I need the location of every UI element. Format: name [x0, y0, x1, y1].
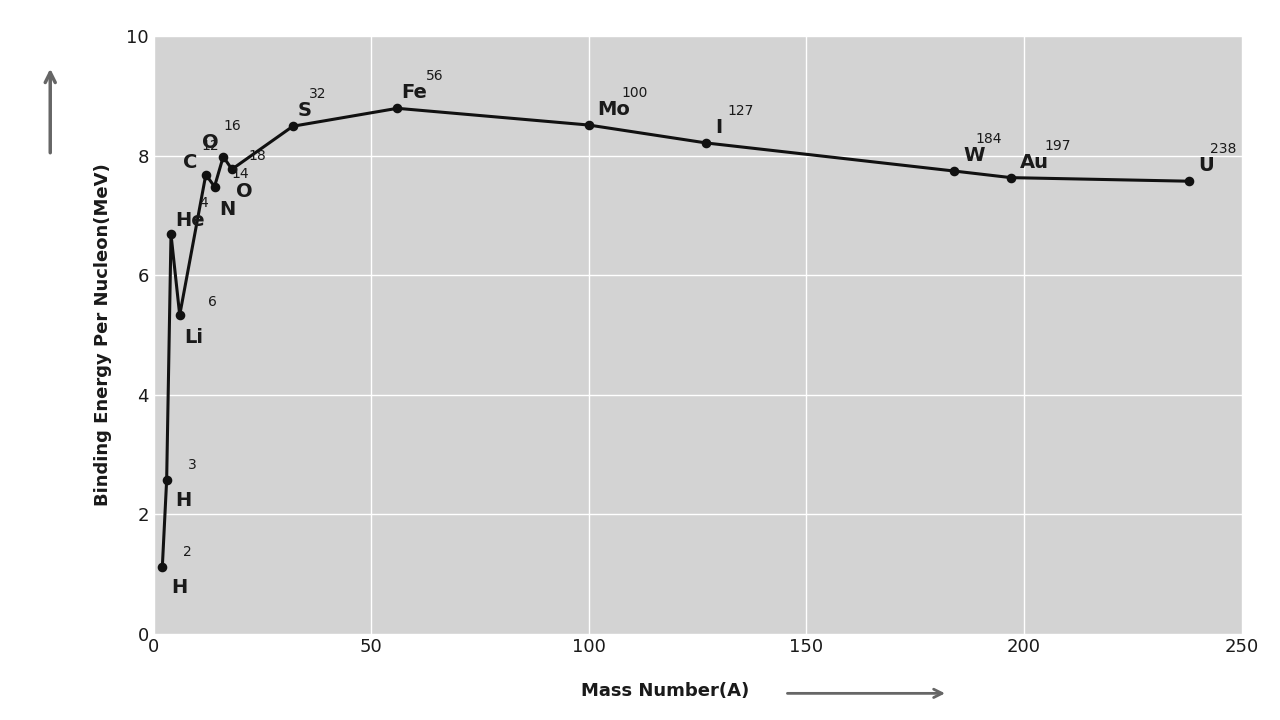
- Text: Li: Li: [184, 328, 204, 347]
- Point: [156, 474, 177, 486]
- Text: 32: 32: [310, 87, 326, 101]
- Text: 184: 184: [975, 132, 1002, 146]
- Text: He: He: [175, 211, 205, 230]
- Point: [387, 102, 407, 114]
- Point: [221, 163, 242, 175]
- Text: 197: 197: [1044, 138, 1070, 153]
- Text: O: O: [202, 133, 219, 152]
- Text: 3: 3: [188, 458, 196, 472]
- Text: 100: 100: [622, 86, 648, 100]
- Text: 127: 127: [727, 104, 754, 118]
- Text: S: S: [297, 102, 311, 120]
- Point: [1001, 172, 1021, 184]
- Text: 6: 6: [209, 295, 218, 309]
- Point: [1179, 176, 1199, 187]
- Text: 2: 2: [183, 545, 192, 559]
- Point: [205, 181, 225, 192]
- Point: [945, 166, 965, 177]
- Point: [212, 151, 233, 163]
- Y-axis label: Binding Energy Per Nucleon(MeV): Binding Energy Per Nucleon(MeV): [95, 163, 113, 506]
- Text: H: H: [172, 578, 187, 597]
- Text: 56: 56: [426, 69, 444, 84]
- Point: [196, 169, 216, 181]
- Text: Mo: Mo: [598, 100, 630, 119]
- Text: N: N: [219, 199, 236, 219]
- Point: [579, 120, 599, 131]
- Text: 16: 16: [223, 119, 241, 132]
- Text: Mass Number(A): Mass Number(A): [581, 683, 750, 700]
- Text: O: O: [237, 182, 253, 202]
- Text: 18: 18: [248, 149, 266, 163]
- Text: U: U: [1198, 156, 1213, 175]
- Text: Au: Au: [1020, 153, 1048, 171]
- Point: [283, 120, 303, 132]
- Text: 4: 4: [200, 197, 209, 210]
- Text: I: I: [716, 118, 722, 137]
- Point: [161, 229, 182, 240]
- Text: H: H: [175, 491, 192, 510]
- Text: C: C: [183, 153, 197, 171]
- Text: 14: 14: [232, 166, 248, 181]
- Point: [696, 138, 717, 149]
- Text: Fe: Fe: [402, 84, 428, 102]
- Text: W: W: [963, 146, 984, 165]
- Point: [169, 310, 189, 321]
- Text: 238: 238: [1211, 142, 1236, 156]
- Text: 12: 12: [201, 138, 219, 153]
- Point: [152, 562, 173, 573]
